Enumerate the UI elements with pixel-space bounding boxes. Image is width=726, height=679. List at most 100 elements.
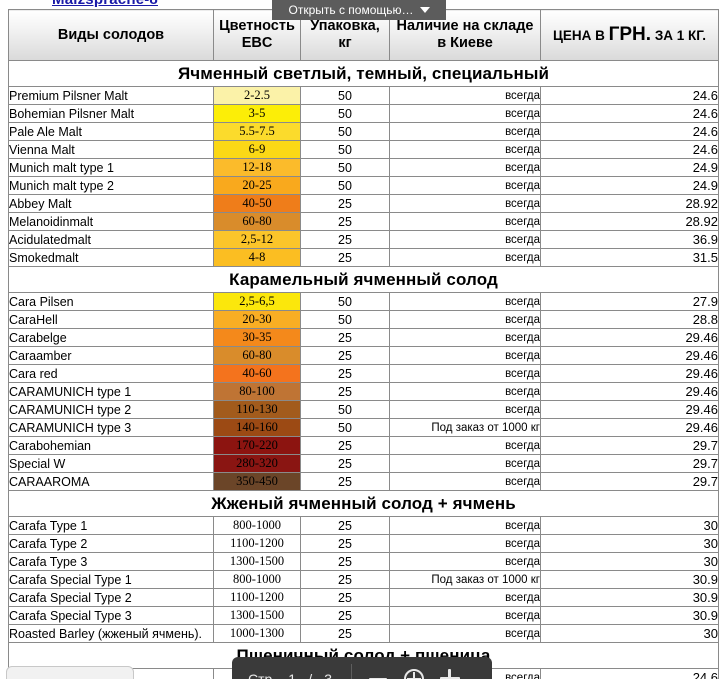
cell-availability: всегда	[389, 292, 541, 311]
table-row: CaraHell 20-30 50 всегда 28.8	[8, 310, 719, 329]
table-header-row: Виды солодов Цветность EBC Упаковка, кг …	[8, 9, 719, 61]
chevron-down-icon[interactable]	[419, 7, 430, 13]
cell-ebc-color: 4-8	[213, 248, 301, 267]
cell-price: 29.7	[540, 436, 719, 455]
cell-availability: всегда	[389, 86, 541, 105]
zoom-controls[interactable]	[352, 669, 474, 679]
cell-malt-name: Munich malt type 2	[8, 176, 214, 195]
cell-malt-name: CARAMUNICH type 2	[8, 400, 214, 419]
cell-ebc-color: 40-50	[213, 194, 301, 213]
cell-price: 28.8	[540, 310, 719, 329]
cell-ebc-color: 350-450	[213, 472, 301, 491]
page-indicator[interactable]: Стр. 1 / 3	[232, 671, 351, 679]
cell-malt-name: Carabelge	[8, 328, 214, 347]
cell-package-kg: 25	[300, 248, 390, 267]
cell-malt-name: Bohemian Pilsner Malt	[8, 104, 214, 123]
cell-price: 24.6	[540, 122, 719, 141]
cell-package-kg: 25	[300, 624, 390, 643]
cell-malt-name: Acidulatedmalt	[8, 230, 214, 249]
cell-price: 24.9	[540, 176, 719, 195]
cell-availability: всегда	[389, 606, 541, 625]
cell-ebc-color: 6-9	[213, 140, 301, 159]
cell-ebc-color: 800-1000	[213, 516, 301, 535]
cell-availability: всегда	[389, 624, 541, 643]
cell-package-kg: 50	[300, 104, 390, 123]
cell-malt-name: Carafa Special Type 3	[8, 606, 214, 625]
cell-availability: всегда	[389, 516, 541, 535]
table-row: Munich malt type 2 20-25 50 всегда 24.9	[8, 176, 719, 195]
cell-package-kg: 25	[300, 194, 390, 213]
cell-malt-name: Carafa Type 1	[8, 516, 214, 535]
cell-availability: всегда	[389, 534, 541, 553]
cell-price: 29.46	[540, 418, 719, 437]
cell-ebc-color: 800-1000	[213, 570, 301, 589]
minus-icon[interactable]	[368, 669, 388, 679]
price-header-currency: ГРН.	[608, 23, 652, 45]
table-row: CARAMUNICH type 1 80-100 25 всегда 29.46	[8, 382, 719, 401]
current-page-input[interactable]: 1	[288, 671, 297, 679]
cell-malt-name: CARAMUNICH type 1	[8, 382, 214, 401]
section-title: Ячменный светлый, темный, специальный	[8, 60, 719, 87]
cell-availability: всегда	[389, 310, 541, 329]
cell-availability: всегда	[389, 346, 541, 365]
zoom-reset-icon[interactable]	[404, 669, 425, 679]
table-row: Carafa Special Type 1 800-1000 25 Под заказ…	[8, 570, 719, 589]
cell-availability: всегда	[389, 328, 541, 347]
cell-package-kg: 25	[300, 472, 390, 491]
cell-malt-name: Vienna Malt	[8, 140, 214, 159]
cell-ebc-color: 30-35	[213, 328, 301, 347]
cell-malt-name: Smokedmalt	[8, 248, 214, 267]
cell-availability: всегда	[389, 400, 541, 419]
section-header-row: Карамельный ячменный солод	[8, 266, 719, 293]
bottom-left-panel[interactable]	[6, 666, 134, 679]
cell-ebc-color: 1100-1200	[213, 588, 301, 607]
cell-availability: всегда	[389, 588, 541, 607]
cell-price: 36.9	[540, 230, 719, 249]
cell-availability: Под заказ от 1000 кг	[389, 570, 541, 589]
table-row: CARAMUNICH type 2 110-130 50 всегда 29.46	[8, 400, 719, 419]
cell-price: 28.92	[540, 194, 719, 213]
cell-package-kg: 50	[300, 140, 390, 159]
malt-price-table: Виды солодов Цветность EBC Упаковка, кг …	[8, 9, 719, 679]
cell-ebc-color: 1000-1300	[213, 624, 301, 643]
cell-ebc-color: 20-30	[213, 310, 301, 329]
cell-package-kg: 50	[300, 86, 390, 105]
cell-availability: всегда	[389, 140, 541, 159]
table-row: Carabohemian 170-220 25 всегда 29.7	[8, 436, 719, 455]
cell-package-kg: 25	[300, 606, 390, 625]
cell-malt-name: Munich malt type 1	[8, 158, 214, 177]
plus-icon[interactable]	[440, 669, 461, 679]
pdf-toolbar[interactable]: Стр. 1 / 3	[232, 657, 492, 679]
table-row: Carafa Special Type 2 1100-1200 25 всегда 30…	[8, 588, 719, 607]
cell-availability: всегда	[389, 122, 541, 141]
cell-malt-name: Pale Ale Malt	[8, 122, 214, 141]
cell-price: 24.6	[540, 104, 719, 123]
cell-ebc-color: 280-320	[213, 454, 301, 473]
table-row: Melanoidinmalt 60-80 25 всегда 28.92	[8, 212, 719, 231]
cell-malt-name: Melanoidinmalt	[8, 212, 214, 231]
cell-ebc-color: 5.5-7.5	[213, 122, 301, 141]
cell-malt-name: Carafa Type 2	[8, 534, 214, 553]
table-row: Cara Pilsen 2,5-6,5 50 всегда 27.9	[8, 292, 719, 311]
section-title: Жженый ячменный солод + ячмень	[8, 490, 719, 517]
price-header-suffix: ЗА 1 КГ.	[651, 27, 706, 43]
cell-price: 27.9	[540, 292, 719, 311]
page-label: Стр.	[248, 671, 277, 679]
table-row: Vienna Malt 6-9 50 всегда 24.6	[8, 140, 719, 159]
cell-price: 30	[540, 534, 719, 553]
column-header-name: Виды солодов	[8, 9, 214, 61]
cell-malt-name: Abbey Malt	[8, 194, 214, 213]
table-row: CARAMUNICH type 3 140-160 50 Под заказ от 1…	[8, 418, 719, 437]
cell-price: 29.46	[540, 328, 719, 347]
cell-ebc-color: 1100-1200	[213, 534, 301, 553]
open-with-chip[interactable]: Открыть с помощью…	[272, 0, 446, 20]
price-header-prefix: ЦЕНА В	[552, 27, 609, 43]
table-row: CARAAROMA 350-450 25 всегда 29.7	[8, 472, 719, 491]
cell-price: 30.9	[540, 570, 719, 589]
cell-ebc-color: 1300-1500	[213, 552, 301, 571]
table-row: Carafa Type 2 1100-1200 25 всегда 30	[8, 534, 719, 553]
section-header-row: Жженый ячменный солод + ячмень	[8, 490, 719, 517]
cell-ebc-color: 2,5-12	[213, 230, 301, 249]
cell-ebc-color: 12-18	[213, 158, 301, 177]
